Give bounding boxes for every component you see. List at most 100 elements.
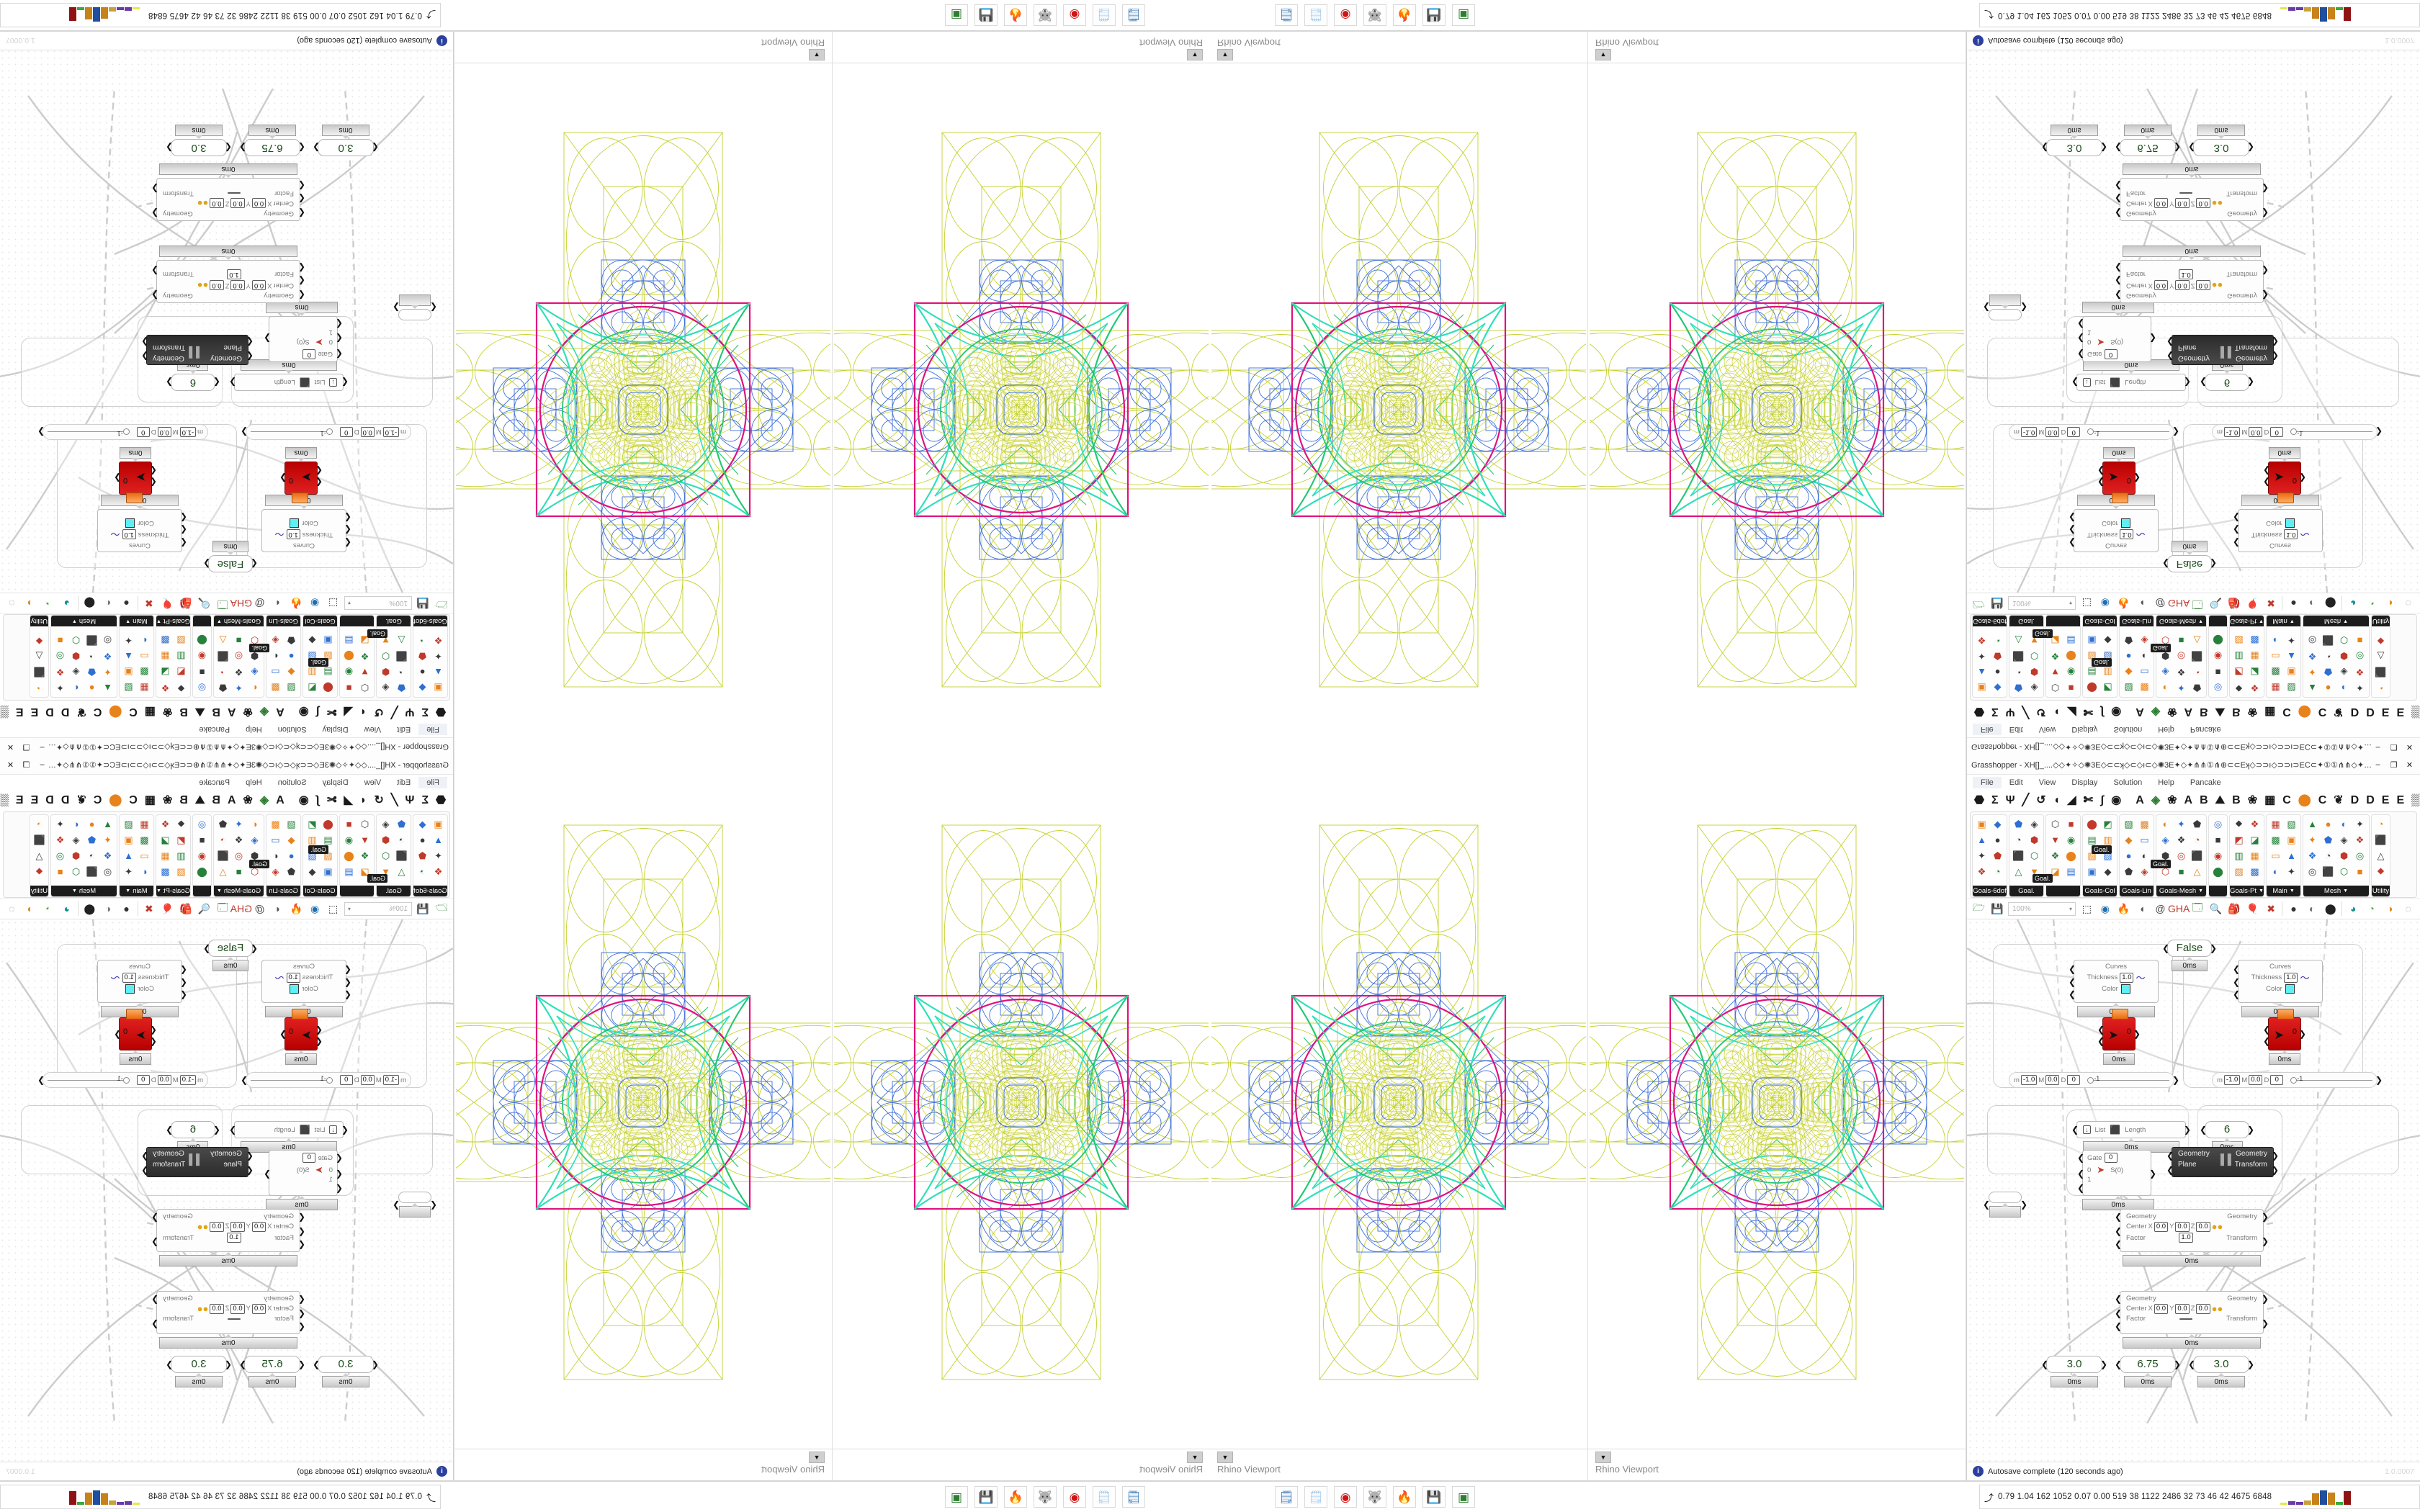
profiler-on-icon[interactable]: ⬤ xyxy=(84,598,96,610)
ribbon-tab-10[interactable]: A xyxy=(2136,706,2144,718)
save-file-icon[interactable]: 💾 xyxy=(416,902,429,914)
slider-decimals-value[interactable]: 0 xyxy=(339,1075,353,1085)
preview-toggle-icon[interactable]: ◉ xyxy=(2100,902,2110,914)
rhino-viewport-pane-left[interactable]: ▼ Rhino Viewport xyxy=(832,756,1210,1480)
panel-value[interactable]: 3.0 ❮ ❯ xyxy=(2041,139,2107,156)
gate-value[interactable]: 0 xyxy=(302,1153,316,1163)
ribbon-component-icon[interactable]: ▩ xyxy=(2271,667,2280,678)
output-port[interactable]: ❯ xyxy=(2271,337,2279,347)
ribbon-component-icon[interactable]: △ xyxy=(2377,850,2385,861)
ribbon-component-icon[interactable]: ⬡ xyxy=(2051,819,2060,829)
ribbon-component-icon[interactable]: ⬛ xyxy=(217,850,229,861)
taskbar-opera-icon[interactable]: ◉ xyxy=(1063,4,1086,26)
ribbon-component-icon[interactable]: ◪ xyxy=(2250,667,2259,678)
ribbon-component-icon[interactable]: ⯁ xyxy=(35,635,43,646)
input-port[interactable]: ❮ xyxy=(2233,977,2241,987)
chevron-down-icon[interactable]: ▼ xyxy=(71,618,77,624)
output-port[interactable]: ❯ xyxy=(313,143,321,153)
ribbon-component-icon[interactable]: ⬟ xyxy=(287,866,296,877)
input-port[interactable]: ❮ xyxy=(212,377,220,387)
ribbon-component-icon[interactable]: ⬡ xyxy=(360,819,369,829)
output-port[interactable]: ❯ xyxy=(166,1125,174,1135)
gh-node-bool-false[interactable]: False ❮ ❯ 0ms xyxy=(203,541,258,572)
output-port[interactable]: ❯ xyxy=(2261,1318,2269,1328)
ribbon-component-icon[interactable]: ⬛ xyxy=(2012,651,2025,662)
gh-node-pill-3b[interactable]: 3.0 ❮ ❯ 0ms xyxy=(2188,1356,2254,1387)
center-y-value[interactable]: 0.0 xyxy=(230,280,245,291)
ribbon-component-icon[interactable]: ▧ xyxy=(2287,819,2296,829)
rhino-viewport-pane-left[interactable]: ▼ Rhino Viewport xyxy=(832,32,1210,756)
panel-value[interactable]: 3.0 ❮ ❯ xyxy=(2041,1356,2107,1373)
ribbon-component-icon[interactable]: ◆ xyxy=(2125,667,2133,678)
profiler-off-icon[interactable]: ● xyxy=(123,903,130,914)
input-port[interactable]: ❮ xyxy=(2188,143,2196,153)
input-port[interactable]: ❮ xyxy=(344,525,351,535)
ribbon-tab-8[interactable]: ʃ xyxy=(315,706,321,718)
input-port[interactable]: ❮ xyxy=(2233,513,2241,523)
center-z-value[interactable]: 0.0 xyxy=(210,280,224,291)
grasshopper-canvas[interactable]: Curves Thickness 1.0 〜 Color ❮ ❮ ❮ 0ms C… xyxy=(1967,50,2420,593)
ribbon-tab-26[interactable]: E xyxy=(2396,706,2405,718)
ribbon-tab-17[interactable]: ❀ xyxy=(162,794,173,806)
ribbon-component-icon[interactable]: ✦ xyxy=(2356,819,2364,829)
input-port[interactable]: ❮ xyxy=(2115,143,2123,153)
ribbon-component-icon[interactable]: ❖ xyxy=(2250,683,2259,693)
output-port[interactable]: ❯ xyxy=(2173,143,2181,153)
ribbon-component-icon[interactable]: ● xyxy=(2325,819,2331,829)
ribbon-tab-9[interactable]: ◉ xyxy=(298,706,309,718)
input-port[interactable]: ❮ xyxy=(179,538,187,548)
output-port[interactable]: ❯ xyxy=(2271,351,2279,361)
ribbon-component-icon[interactable]: △ xyxy=(2015,866,2022,877)
output-port[interactable]: ❯ xyxy=(239,143,247,153)
ribbon-component-icon[interactable]: ⬟ xyxy=(2192,819,2202,829)
menu-item-solution[interactable]: Solution xyxy=(277,778,307,787)
ribbon-component-icon[interactable]: ◎ xyxy=(55,651,65,662)
input-port[interactable]: ❮ xyxy=(149,1025,157,1035)
ribbon-component-icon[interactable]: ◎ xyxy=(234,651,243,662)
ribbon-component-icon[interactable]: ◩ xyxy=(308,819,317,829)
panel-value[interactable]: False ❮ ❯ xyxy=(2162,555,2217,572)
transform-component[interactable]: Geometry Geometry Plane Transform ▐▐ ❮ ❮… xyxy=(2166,1147,2279,1177)
ribbon-component-icon[interactable]: ◐ xyxy=(2162,819,2169,829)
ribbon-group-label[interactable]: Goals-Col xyxy=(2083,886,2117,896)
input-port[interactable]: ❮ xyxy=(2162,559,2170,569)
gh-node-pill-675[interactable]: 6.75 ❮ ❯ 0ms xyxy=(239,125,305,156)
ribbon-tab-26[interactable]: E xyxy=(15,794,24,806)
ribbon-component-icon[interactable]: ▦ xyxy=(2271,683,2280,693)
ribbon-tab-22[interactable]: ❦ xyxy=(76,794,86,806)
ribbon-component-icon[interactable]: ⬢ xyxy=(71,850,81,861)
profiler-on-icon[interactable]: ⬤ xyxy=(2324,902,2336,914)
input-port[interactable]: ❮ xyxy=(2115,1226,2123,1236)
output-port[interactable]: ❯ xyxy=(151,290,159,300)
input-port[interactable]: ❮ xyxy=(315,466,323,476)
output-port[interactable]: ❯ xyxy=(2173,1359,2181,1369)
profiler-mid-icon[interactable]: ◐ xyxy=(2308,598,2316,609)
ribbon-component-icon[interactable]: ⬤ xyxy=(197,866,207,877)
ribbon-group-label[interactable] xyxy=(340,616,374,626)
ribbon-component-icon[interactable]: ◩ xyxy=(308,683,317,693)
center-y-value[interactable]: 0.0 xyxy=(2175,1303,2190,1314)
input-port[interactable]: ❮ xyxy=(179,525,187,535)
ribbon-tab-3[interactable]: ╱ xyxy=(390,794,398,806)
ribbon-component-icon[interactable]: ◔ xyxy=(89,850,95,861)
menu-item-pancake[interactable]: Pancake xyxy=(199,778,230,787)
input-port[interactable]: ❮ xyxy=(297,143,305,153)
ribbon-component-icon[interactable]: ◎ xyxy=(2355,850,2365,861)
ribbon-component-icon[interactable]: ◆ xyxy=(308,866,316,877)
ribbon-component-icon[interactable]: ◔ xyxy=(2015,834,2022,845)
input-port[interactable]: ❮ xyxy=(2077,349,2085,359)
ribbon-component-icon[interactable]: ▨ xyxy=(2124,683,2133,693)
maximize-icon[interactable]: ❐ xyxy=(22,761,30,770)
center-x-value[interactable]: 0.0 xyxy=(2154,198,2169,209)
input-port[interactable]: ❮ xyxy=(2115,1308,2123,1318)
ribbon-component-icon[interactable]: ⯁ xyxy=(35,866,43,877)
slider-max-value[interactable]: 0.0 xyxy=(2045,427,2060,437)
input-port[interactable]: ❮ xyxy=(246,1151,254,1161)
input-port[interactable]: ❮ xyxy=(335,333,343,343)
ribbon-component-icon[interactable]: ◎ xyxy=(2308,866,2317,877)
minimize-icon[interactable]: – xyxy=(40,760,45,769)
ribbon-tab-2[interactable]: Ψ xyxy=(2005,794,2015,806)
ribbon-component-icon[interactable]: ⬟ xyxy=(218,683,228,693)
ribbon-group-label[interactable]: Goals-6dof xyxy=(1973,616,2007,626)
ribbon-component-icon[interactable]: ■ xyxy=(2215,834,2221,845)
